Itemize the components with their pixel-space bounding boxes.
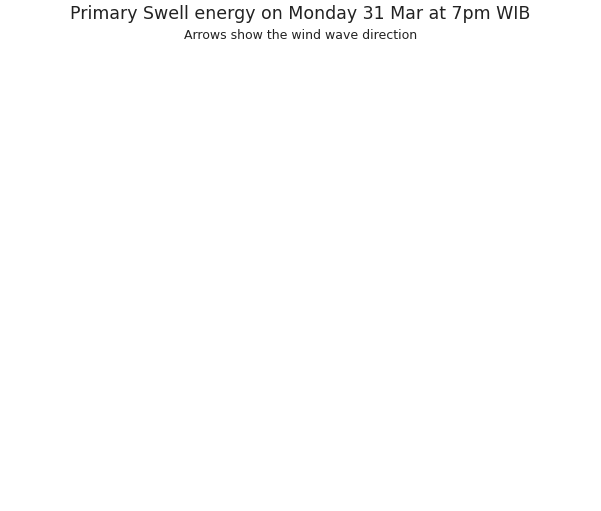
Text: Arrows show the wind wave direction: Arrows show the wind wave direction (184, 29, 417, 41)
Text: cartopy required: cartopy required (243, 267, 358, 281)
Text: Primary Swell energy on Monday 31 Mar at 7pm WIB: Primary Swell energy on Monday 31 Mar at… (70, 6, 531, 24)
